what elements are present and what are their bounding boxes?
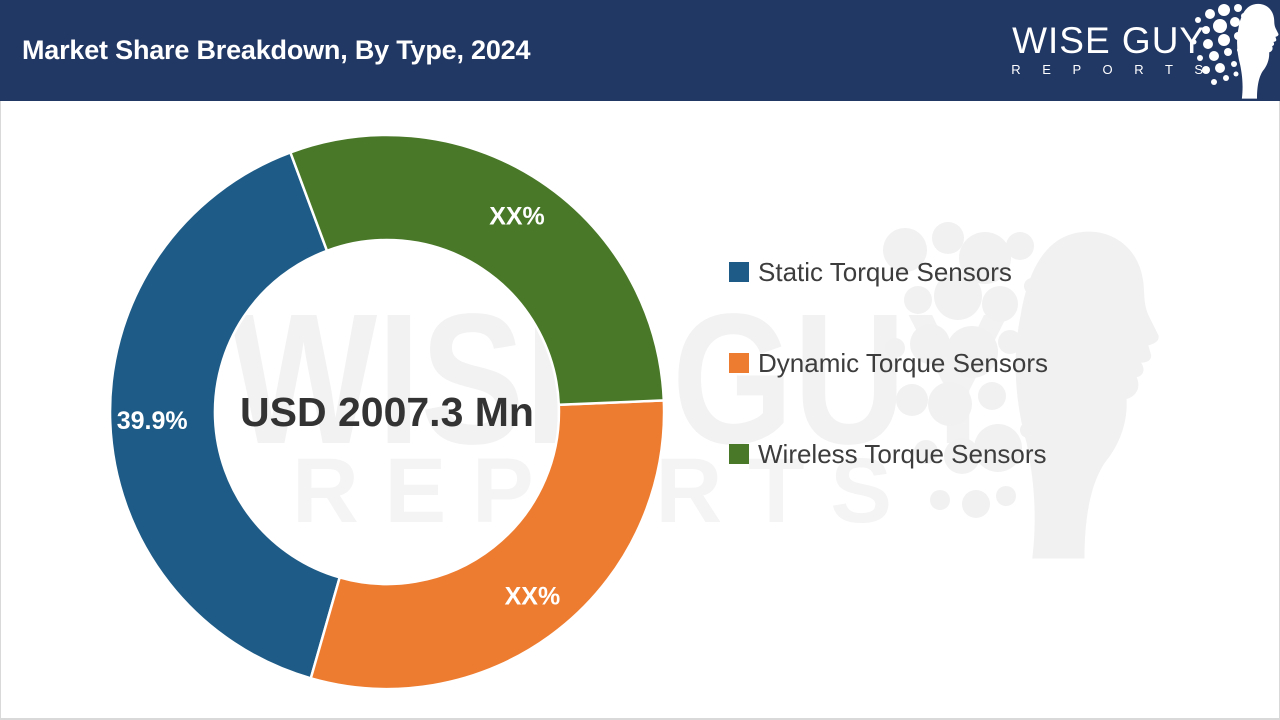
logo-dotted-head-icon — [1191, 3, 1279, 99]
pie-slice-static-torque-sensors — [108, 150, 342, 680]
page-title: Market Share Breakdown, By Type, 2024 — [22, 35, 531, 65]
slice-percentage-label: XX% — [489, 202, 545, 230]
donut-center-value: USD 2007.3 Mn — [240, 389, 534, 435]
legend-swatch-static — [729, 262, 749, 282]
wise-guy-logo: WISE GUY R E P O R T S — [1005, 20, 1212, 78]
donut-slices: 39.9% XX% XX% — [108, 133, 666, 691]
slice-percentage-label: 39.9% — [117, 407, 188, 435]
legend-label: Wireless Torque Sensors — [758, 438, 1047, 469]
legend-item-wireless-torque-sensors: Wireless Torque Sensors — [729, 439, 1048, 469]
watermark-dotted-head — [883, 222, 1159, 559]
legend-swatch-dynamic — [729, 353, 749, 373]
legend-label: Dynamic Torque Sensors — [758, 347, 1048, 378]
legend-swatch-wireless — [729, 444, 749, 464]
legend-label: Static Torque Sensors — [758, 256, 1012, 287]
logo-wiseguy-text: WISE GUY — [1012, 20, 1206, 61]
logo-reports-text: R E P O R T S — [1011, 62, 1212, 77]
legend-item-dynamic-torque-sensors: Dynamic Torque Sensors — [729, 348, 1048, 378]
pie-slice-wireless-torque-sensors — [288, 133, 666, 407]
legend-item-static-torque-sensors: Static Torque Sensors — [729, 257, 1048, 287]
slice-percentage-label: XX% — [505, 583, 561, 611]
pie-slice-dynamic-torque-sensors — [309, 399, 666, 691]
header-bar: Market Share Breakdown, By Type, 2024 — [0, 0, 1280, 101]
chart-legend: Static Torque Sensors Dynamic Torque Sen… — [729, 257, 1048, 530]
